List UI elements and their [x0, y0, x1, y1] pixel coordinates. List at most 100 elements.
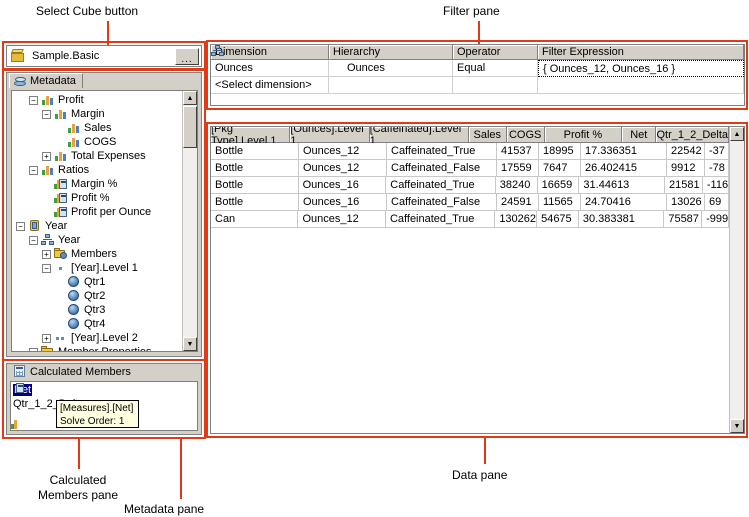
metadata-scrollbar[interactable]: ▲ ▼: [182, 91, 197, 351]
table-row[interactable]: Bottle Ounces_16 Caffeinated_False 24591 115…: [211, 194, 729, 211]
tree-node[interactable]: − Margin: [14, 107, 181, 121]
table-row[interactable]: Bottle Ounces_12 Caffeinated_False 17559 764…: [211, 160, 729, 177]
data-column-header[interactable]: Profit %: [544, 127, 623, 143]
filter-cell-operator[interactable]: [453, 77, 538, 94]
data-scroll-down-icon[interactable]: ▼: [730, 419, 744, 433]
calculated-members-icon: [13, 365, 26, 378]
data-column-header[interactable]: Qtr_1_2_Delta: [656, 127, 729, 143]
tree-node-label: Member Properties: [58, 346, 152, 352]
filter-col-expression[interactable]: Filter Expression: [538, 45, 744, 60]
data-column-header[interactable]: Sales: [468, 127, 507, 143]
table-cell: 13026: [667, 194, 705, 211]
tooltip-line-1: [Measures].[Net]: [60, 403, 134, 414]
expand-icon[interactable]: +: [42, 333, 51, 343]
filter-cell-expression-text: { Ounces_12, Ounces_16 }: [543, 62, 676, 75]
expand-icon[interactable]: +: [42, 249, 51, 259]
table-row[interactable]: Bottle Ounces_16 Caffeinated_True 38240 1665…: [211, 177, 729, 194]
scrollbar-thumb[interactable]: [183, 106, 197, 148]
tree-node[interactable]: + [Year].Level 2: [14, 331, 181, 345]
scroll-up-icon[interactable]: ▲: [183, 91, 197, 105]
collapse-icon[interactable]: −: [29, 165, 38, 175]
calculated-measure-icon: [54, 206, 67, 218]
tree-node[interactable]: Qtr2: [14, 289, 181, 303]
tree-node[interactable]: Qtr3: [14, 303, 181, 317]
filter-cell-operator[interactable]: Equal: [453, 60, 538, 77]
tree-node[interactable]: Profit %: [14, 191, 181, 205]
expand-icon[interactable]: +: [42, 151, 51, 161]
data-pane[interactable]: [Pkg Type].Level 1 [Ounces].Level 1 [Caffe…: [210, 126, 745, 434]
spacer-icon: [55, 138, 64, 147]
filter-rows: Ounces Ounces Equal { Ounces_12, Ounces_16 …: [211, 45, 744, 94]
tab-metadata[interactable]: Metadata: [9, 73, 83, 88]
tree-node[interactable]: Margin %: [14, 177, 181, 191]
tree-node[interactable]: Qtr1: [14, 275, 181, 289]
table-cell: Caffeinated_True: [386, 177, 496, 194]
filter-col-dimension[interactable]: Dimension: [211, 45, 329, 60]
tree-node-label: Members: [71, 248, 117, 260]
data-column-header[interactable]: COGS: [506, 127, 545, 143]
filter-col-operator[interactable]: Operator: [453, 45, 538, 60]
data-column-header[interactable]: [Pkg Type].Level 1: [211, 127, 291, 147]
tree-node-label: Qtr2: [84, 290, 106, 302]
tree-node[interactable]: Profit per Ounce: [14, 205, 181, 219]
collapse-icon[interactable]: −: [29, 95, 38, 105]
tree-node[interactable]: − [Year].Level 1: [14, 261, 181, 275]
tree-node[interactable]: + Members: [14, 247, 181, 261]
data-column-header[interactable]: [Ounces].Level 1: [290, 127, 370, 147]
table-cell: 130262: [495, 211, 538, 228]
collapse-icon[interactable]: −: [29, 235, 38, 245]
filter-cell-hierarchy[interactable]: Ounces: [211, 45, 453, 77]
measure-icon: [54, 108, 67, 120]
table-row[interactable]: Bottle Ounces_12 Caffeinated_True 41537 1899…: [211, 143, 729, 160]
table-cell: Bottle: [211, 194, 299, 211]
data-scroll-up-icon[interactable]: ▲: [730, 127, 744, 141]
data-column-header[interactable]: Net: [622, 127, 657, 143]
table-cell: 31.44613: [579, 177, 666, 194]
tree-node[interactable]: COGS: [14, 135, 181, 149]
cube-icon: [11, 48, 27, 64]
table-cell: 75587: [664, 211, 703, 228]
spacer-icon: [55, 306, 64, 315]
table-cell: 22542: [667, 143, 705, 160]
filter-cell-dimension[interactable]: Ounces: [211, 60, 329, 77]
filter-col-hierarchy[interactable]: Hierarchy: [329, 45, 453, 60]
table-cell: Caffeinated_True: [387, 143, 497, 160]
tree-node[interactable]: − Member Properties: [14, 345, 181, 352]
select-cube-box[interactable]: Sample.Basic ...: [6, 45, 202, 67]
filter-cell-hierarchy[interactable]: [329, 77, 453, 94]
table-row[interactable]: Can Ounces_12 Caffeinated_True 130262 54675 3…: [211, 211, 730, 228]
table-cell: 24591: [497, 194, 539, 211]
table-cell: Ounces_12: [299, 160, 387, 177]
table-cell: 9912: [667, 160, 705, 177]
tree-node[interactable]: − Profit: [14, 93, 181, 107]
tree-node[interactable]: − Ratios: [14, 163, 181, 177]
scroll-down-icon[interactable]: ▼: [183, 337, 197, 351]
collapse-icon[interactable]: −: [29, 347, 38, 351]
tree-node[interactable]: Qtr4: [14, 317, 181, 331]
table-cell: 41537: [497, 143, 539, 160]
tree-node-label: Qtr4: [84, 318, 106, 330]
select-cube-button[interactable]: ...: [175, 47, 199, 65]
tooltip-line-2: Solve Order: 1: [60, 416, 125, 427]
filter-pane[interactable]: Dimension Hierarchy Operator Filter Expr…: [210, 44, 745, 106]
filter-cell-expression[interactable]: { Ounces_12, Ounces_16 }: [538, 60, 744, 77]
tree-node[interactable]: + Total Expenses: [14, 149, 181, 163]
collapse-icon[interactable]: −: [42, 109, 51, 119]
calculated-member-item[interactable]: Net: [11, 383, 197, 429]
data-grid[interactable]: [Pkg Type].Level 1 [Ounces].Level 1 [Caffe…: [211, 127, 730, 228]
filter-row[interactable]: Ounces Ounces Equal { Ounces_12, Ounces_16 …: [211, 45, 744, 77]
callout-data-pane: Data pane: [452, 468, 508, 482]
collapse-icon[interactable]: −: [42, 263, 51, 273]
collapse-icon[interactable]: −: [16, 221, 25, 231]
filter-cell-dimension[interactable]: <Select dimension>: [211, 77, 329, 94]
filter-row[interactable]: <Select dimension>: [211, 77, 744, 94]
table-cell: Can: [211, 211, 299, 228]
tree-node[interactable]: − Year: [14, 233, 181, 247]
metadata-tree[interactable]: − Profit − Margin Sales COGS + Total Expenses − R…: [11, 90, 198, 352]
data-column-header[interactable]: [Caffeinated].Level 1: [369, 127, 469, 147]
tree-node[interactable]: Sales: [14, 121, 181, 135]
filter-cell-expression[interactable]: [538, 77, 744, 94]
tree-node[interactable]: − Year: [14, 219, 181, 233]
spacer-icon: [42, 180, 51, 189]
data-scrollbar[interactable]: ▲ ▼: [729, 127, 744, 433]
